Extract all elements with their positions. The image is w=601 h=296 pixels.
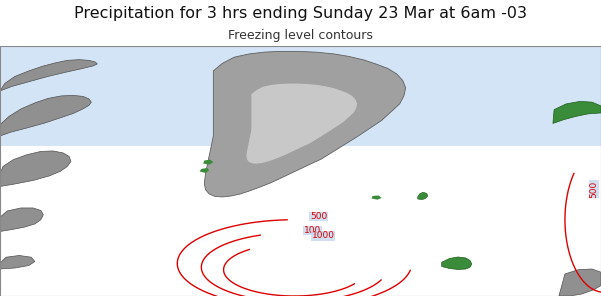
Text: 500: 500: [590, 180, 598, 197]
Polygon shape: [0, 95, 91, 136]
Bar: [0, 46, 601, 146]
Polygon shape: [559, 269, 601, 296]
Polygon shape: [204, 52, 406, 197]
Polygon shape: [442, 257, 472, 269]
Polygon shape: [246, 83, 357, 164]
Polygon shape: [0, 59, 97, 91]
Text: 1000: 1000: [312, 231, 335, 240]
Polygon shape: [418, 192, 428, 200]
Polygon shape: [371, 195, 382, 200]
Text: 500: 500: [310, 212, 327, 221]
Polygon shape: [0, 151, 71, 186]
Text: Precipitation for 3 hrs ending Sunday 23 Mar at 6am -03: Precipitation for 3 hrs ending Sunday 23…: [74, 6, 527, 21]
Text: 100: 100: [304, 226, 321, 235]
Polygon shape: [0, 255, 35, 269]
Polygon shape: [200, 168, 209, 173]
Text: Freezing level contours: Freezing level contours: [228, 29, 373, 42]
Polygon shape: [553, 102, 601, 123]
Polygon shape: [203, 160, 213, 165]
Polygon shape: [0, 208, 43, 231]
